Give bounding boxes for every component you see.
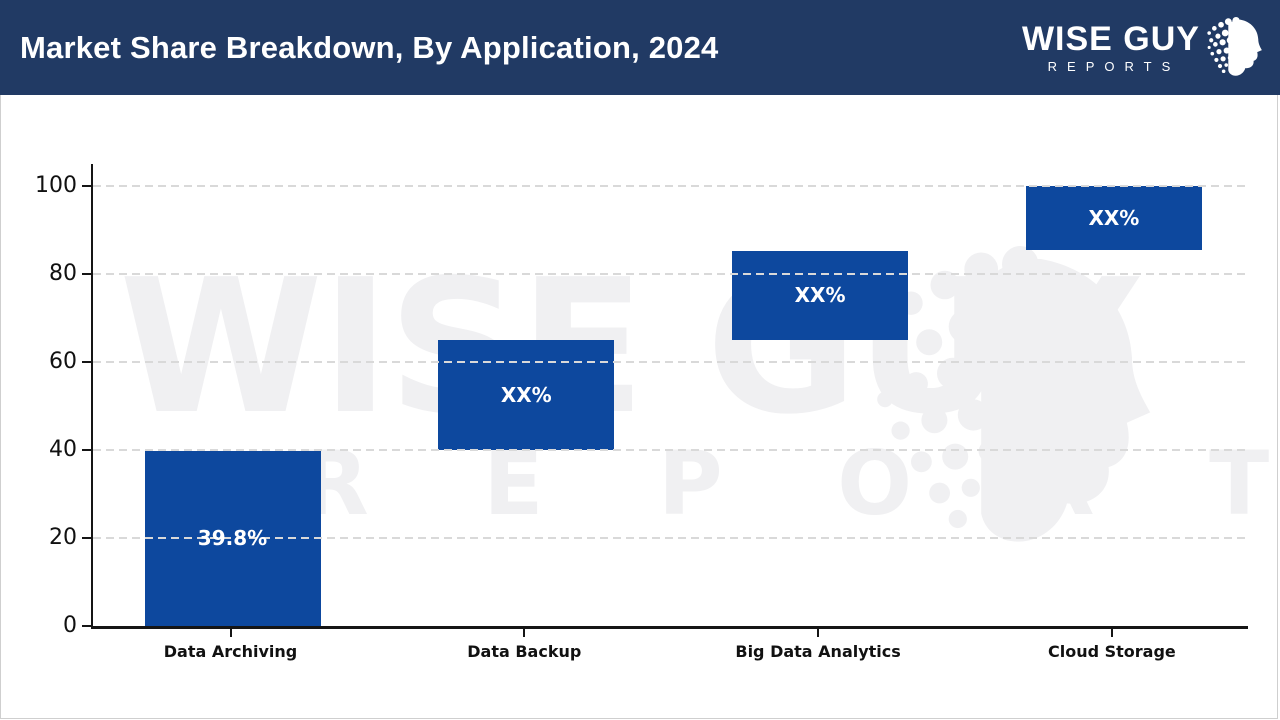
- x-axis-tick-mark: [1110, 629, 1113, 637]
- x-axis-category-label: Cloud Storage: [1047, 642, 1176, 661]
- gridline-40: [93, 449, 1248, 451]
- logo-brand-name: WISE GUY: [1021, 19, 1200, 58]
- chart-area: WISE GUY R E P O R T S 39.8%XX%XX%XX% 02…: [0, 95, 1278, 719]
- bar-value-label: XX%: [794, 283, 846, 308]
- bar-1: [438, 340, 615, 450]
- bar-value-label: XX%: [500, 383, 552, 407]
- bar-2: [732, 250, 909, 340]
- header-bar: Market Share Breakdown, By Application, …: [0, 0, 1280, 95]
- y-axis-tick-label: 60: [49, 349, 77, 374]
- gridline-20: [93, 537, 1248, 539]
- gridline-80: [93, 273, 1248, 275]
- y-axis-tick-label: 0: [63, 613, 77, 638]
- x-axis-category-label: Data Archiving: [163, 642, 298, 661]
- y-axis-tick-mark: [82, 361, 91, 363]
- y-axis-tick-label: 20: [49, 525, 77, 550]
- wise-guy-reports-logo: WISE GUY REPORTS: [1022, 8, 1266, 88]
- y-axis-tick-label: 40: [49, 437, 77, 462]
- y-axis-tick-label: 100: [35, 173, 77, 198]
- bar-value-label: XX%: [1088, 205, 1140, 230]
- x-axis-tick-mark: [817, 629, 820, 637]
- y-axis-tick-mark: [82, 537, 91, 539]
- x-axis-tick-mark: [229, 629, 232, 637]
- bar-value-label: 39.8%: [197, 526, 268, 551]
- plot-area: 39.8% XX% XX% XX%: [91, 164, 1248, 629]
- x-axis-category-label: Data Backup: [467, 642, 582, 661]
- page-title: Market Share Breakdown, By Application, …: [20, 29, 719, 65]
- logo-brand-subtitle: REPORTS: [1047, 58, 1181, 74]
- watermark-head-icon: [875, 246, 1151, 542]
- gridline-60: [93, 361, 1248, 363]
- y-axis-tick-label: 80: [49, 261, 77, 286]
- y-axis-tick-mark: [82, 449, 91, 451]
- bar-3: [1025, 186, 1202, 250]
- logo-text: WISE GUY REPORTS: [1022, 22, 1200, 74]
- y-axis-tick-mark: [82, 625, 91, 627]
- gridline-100: [93, 185, 1248, 187]
- x-axis-tick-mark: [523, 629, 526, 637]
- x-axis-category-label: Big Data Analytics: [735, 642, 901, 661]
- y-axis-tick-mark: [82, 185, 91, 187]
- y-axis-tick-mark: [82, 273, 91, 275]
- logo-head-icon: [1207, 16, 1262, 76]
